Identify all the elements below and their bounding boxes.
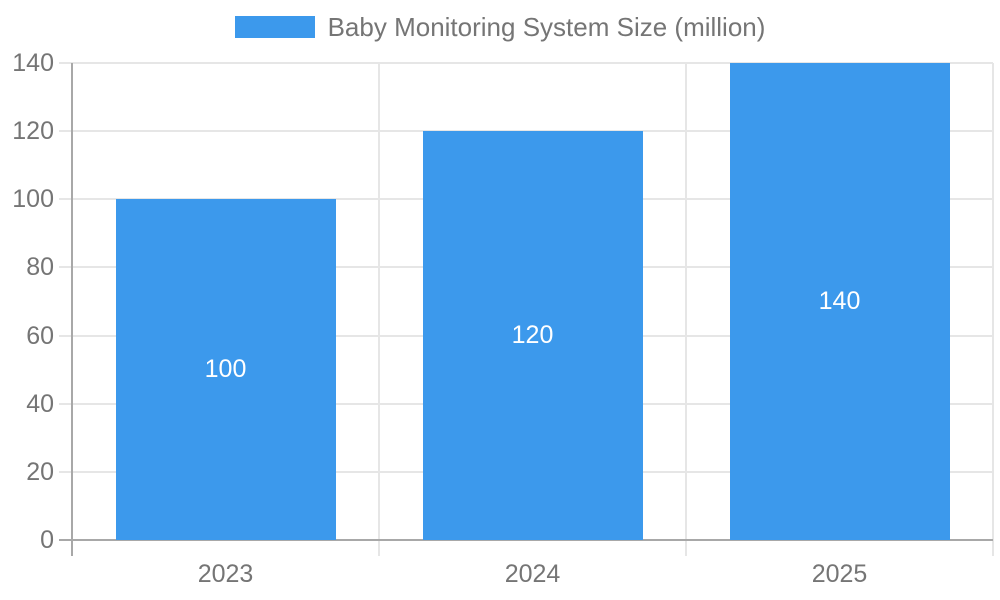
x-axis-line	[59, 539, 993, 541]
x-axis-tick-label: 2023	[197, 560, 254, 588]
x-axis-tick-label: 2024	[504, 560, 561, 588]
bar-value-label: 100	[204, 355, 247, 384]
bar-value-label: 140	[818, 287, 861, 315]
bar-value-label: 120	[511, 321, 554, 350]
x-gridline	[992, 63, 994, 556]
y-axis-line	[71, 63, 73, 556]
y-axis-tick-label: 120	[12, 117, 54, 146]
y-axis-tick-label: 60	[26, 321, 54, 350]
y-gridline	[59, 62, 993, 64]
x-gridline	[685, 63, 687, 556]
y-axis-tick-label: 80	[26, 253, 54, 282]
y-axis-tick-label: 20	[26, 457, 54, 486]
legend-label: Baby Monitoring System Size (million)	[327, 12, 766, 42]
legend[interactable]: Baby Monitoring System Size (million)	[0, 14, 1000, 40]
x-axis-tick-label: 2025	[811, 560, 868, 588]
y-axis-tick-label: 40	[26, 389, 54, 418]
y-axis-tick-label: 100	[12, 185, 54, 214]
x-gridline	[378, 63, 380, 556]
bar[interactable]: 120	[422, 131, 643, 540]
bar[interactable]: 100	[115, 199, 336, 540]
y-axis-tick-label: 0	[40, 526, 54, 554]
bar[interactable]: 140	[729, 63, 950, 540]
legend-swatch	[234, 16, 315, 38]
y-axis-tick-label: 140	[12, 49, 54, 77]
